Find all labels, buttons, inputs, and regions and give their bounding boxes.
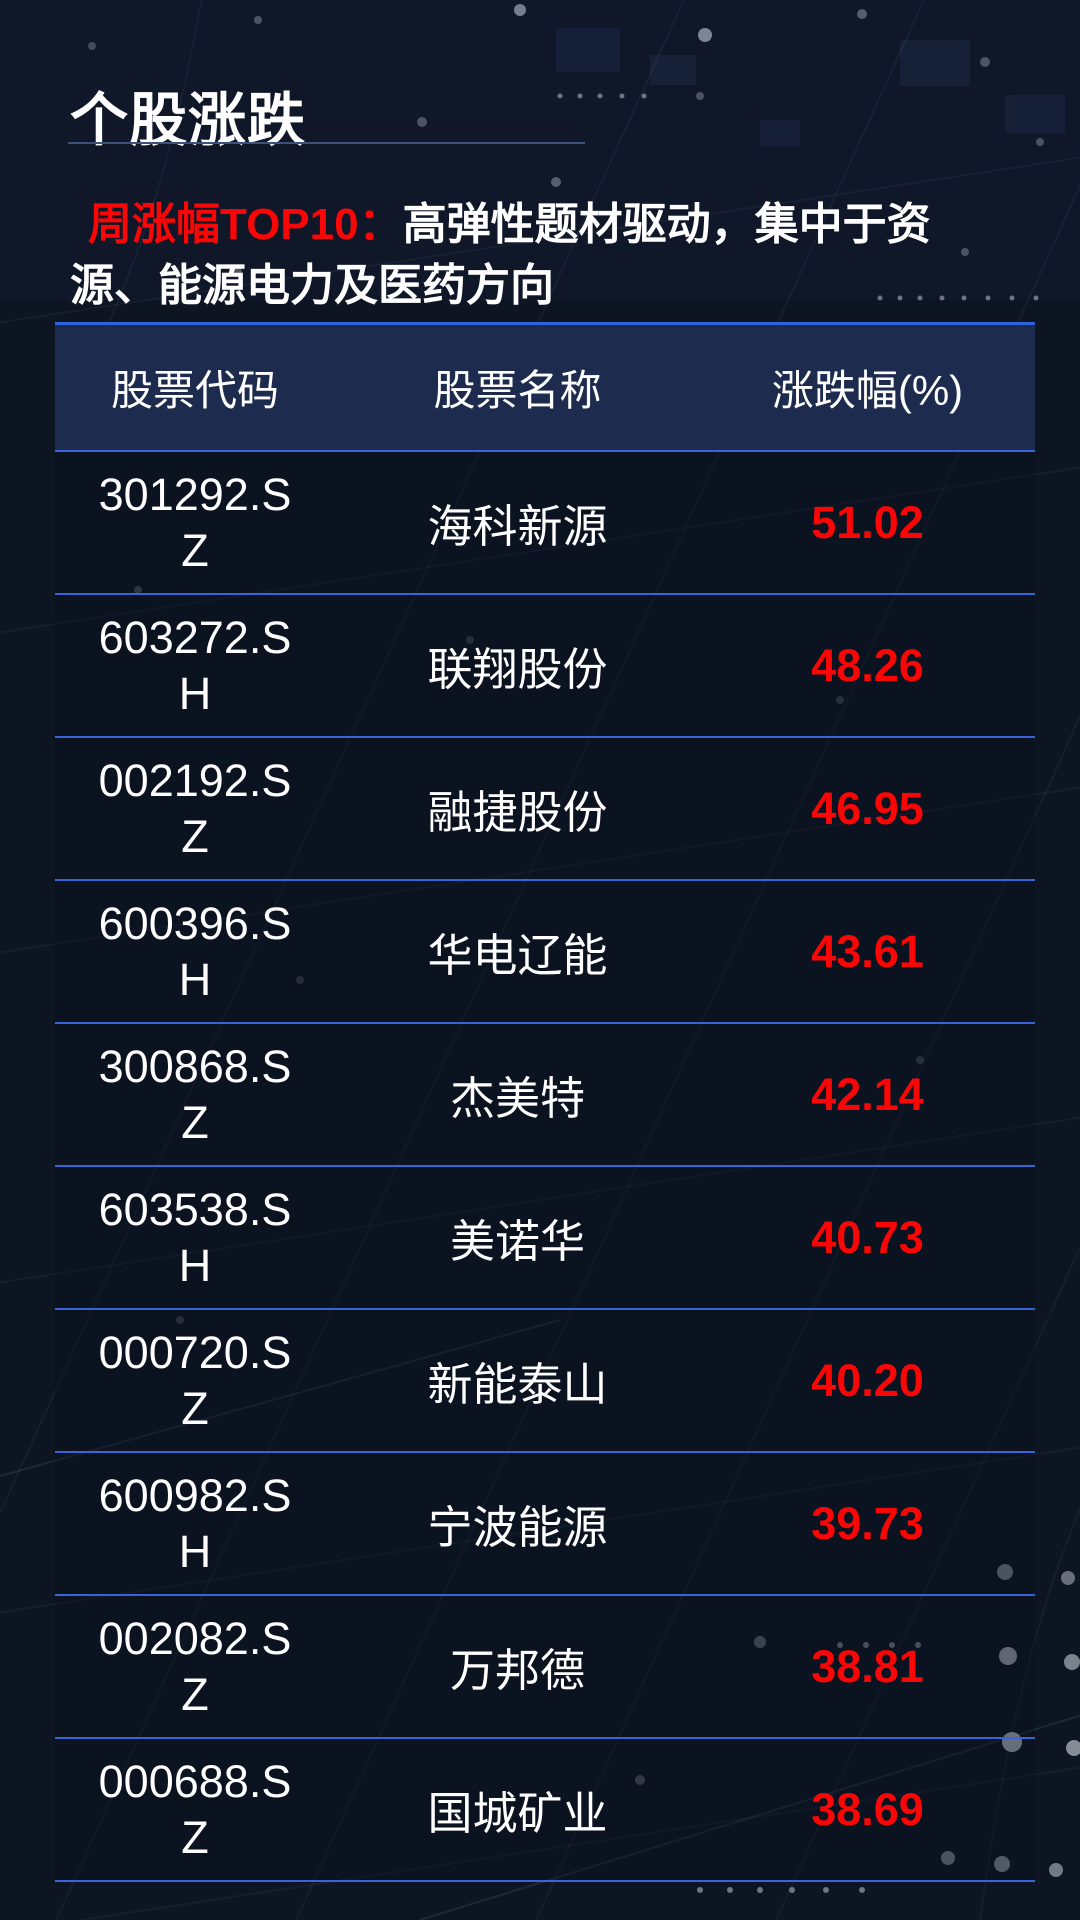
table-body: 301292.SZ 海科新源 51.02 603272.SH 联翔股份 48.2… [55, 452, 1035, 1882]
stock-code-cell: 000688.SZ [55, 1754, 335, 1866]
stock-code-cell: 603272.SH [55, 610, 335, 722]
stock-name-cell: 新能泰山 [427, 1359, 608, 1410]
stock-table: 股票代码 股票名称 涨跌幅(%) 301292.SZ 海科新源 51.02 60… [55, 322, 1035, 1882]
change-percent-cell: 38.81 [811, 1640, 924, 1692]
stock-code: 300868.SZ [98, 1040, 292, 1148]
stock-code: 002082.SZ [98, 1612, 292, 1720]
table-row: 603538.SH 美诺华 40.73 [55, 1167, 1035, 1310]
header-cell-stock-code: 股票代码 [110, 367, 279, 414]
stock-code-cell: 301292.SZ [55, 467, 335, 579]
stock-code: 000688.SZ [98, 1755, 292, 1863]
table-row: 603272.SH 联翔股份 48.26 [55, 595, 1035, 738]
stock-code: 600982.SH [98, 1469, 292, 1577]
stock-code-cell: 300868.SZ [55, 1039, 335, 1151]
stock-code: 301292.SZ [98, 468, 292, 576]
table-row: 002082.SZ 万邦德 38.81 [55, 1596, 1035, 1739]
change-percent-cell: 46.95 [811, 782, 924, 834]
stock-name-cell: 美诺华 [449, 1216, 585, 1267]
change-percent-cell: 40.73 [811, 1211, 924, 1263]
table-row: 600396.SH 华电辽能 43.61 [55, 881, 1035, 1024]
stock-code-cell: 000720.SZ [55, 1325, 335, 1437]
title-divider [68, 142, 585, 144]
stock-code-cell: 603538.SH [55, 1182, 335, 1294]
stock-name-cell: 海科新源 [427, 501, 608, 552]
stock-code-cell: 002192.SZ [55, 753, 335, 865]
stock-code: 600396.SH [98, 897, 292, 1005]
stock-code-cell: 002082.SZ [55, 1611, 335, 1723]
table-row: 000720.SZ 新能泰山 40.20 [55, 1310, 1035, 1453]
table-row: 000688.SZ 国城矿业 38.69 [55, 1739, 1035, 1882]
change-percent-cell: 39.73 [811, 1497, 924, 1549]
section-headline: 周涨幅TOP10：高弹性题材驱动，集中于资源、能源电力及医药方向 [70, 194, 980, 316]
header-cell-change-percent: 涨跌幅(%) [771, 367, 964, 414]
stock-name-cell: 华电辽能 [427, 930, 608, 981]
headline-highlight: 周涨幅TOP10： [88, 200, 403, 249]
stock-name-cell: 联翔股份 [427, 644, 608, 695]
stock-name-cell: 万邦德 [449, 1645, 585, 1696]
page-title: 个股涨跌 [70, 87, 307, 153]
stock-code: 002192.SZ [98, 754, 292, 862]
table-row: 600982.SH 宁波能源 39.73 [55, 1453, 1035, 1596]
change-percent-cell: 51.02 [811, 496, 924, 548]
change-percent-cell: 43.61 [811, 925, 924, 977]
stock-code: 603538.SH [98, 1183, 292, 1291]
stock-code: 000720.SZ [98, 1326, 292, 1434]
change-percent-cell: 42.14 [811, 1068, 924, 1120]
stock-name-cell: 融捷股份 [427, 787, 608, 838]
stock-name-cell: 国城矿业 [427, 1788, 608, 1839]
table-header: 股票代码 股票名称 涨跌幅(%) [55, 322, 1035, 452]
stock-name-cell: 杰美特 [449, 1073, 585, 1124]
headline-text: 高弹性题材驱动，集中于资源、能源电力及医药方向 [70, 200, 931, 310]
change-percent-cell: 40.20 [811, 1354, 924, 1406]
table-row: 002192.SZ 融捷股份 46.95 [55, 738, 1035, 881]
change-percent-cell: 38.69 [811, 1783, 924, 1835]
table-row: 300868.SZ 杰美特 42.14 [55, 1024, 1035, 1167]
change-percent-cell: 48.26 [811, 639, 924, 691]
stock-code-cell: 600982.SH [55, 1468, 335, 1580]
stock-code: 603272.SH [98, 611, 292, 719]
header-cell-stock-name: 股票名称 [433, 367, 602, 414]
stock-code-cell: 600396.SH [55, 896, 335, 1008]
table-row: 301292.SZ 海科新源 51.02 [55, 452, 1035, 595]
stock-name-cell: 宁波能源 [427, 1502, 608, 1553]
